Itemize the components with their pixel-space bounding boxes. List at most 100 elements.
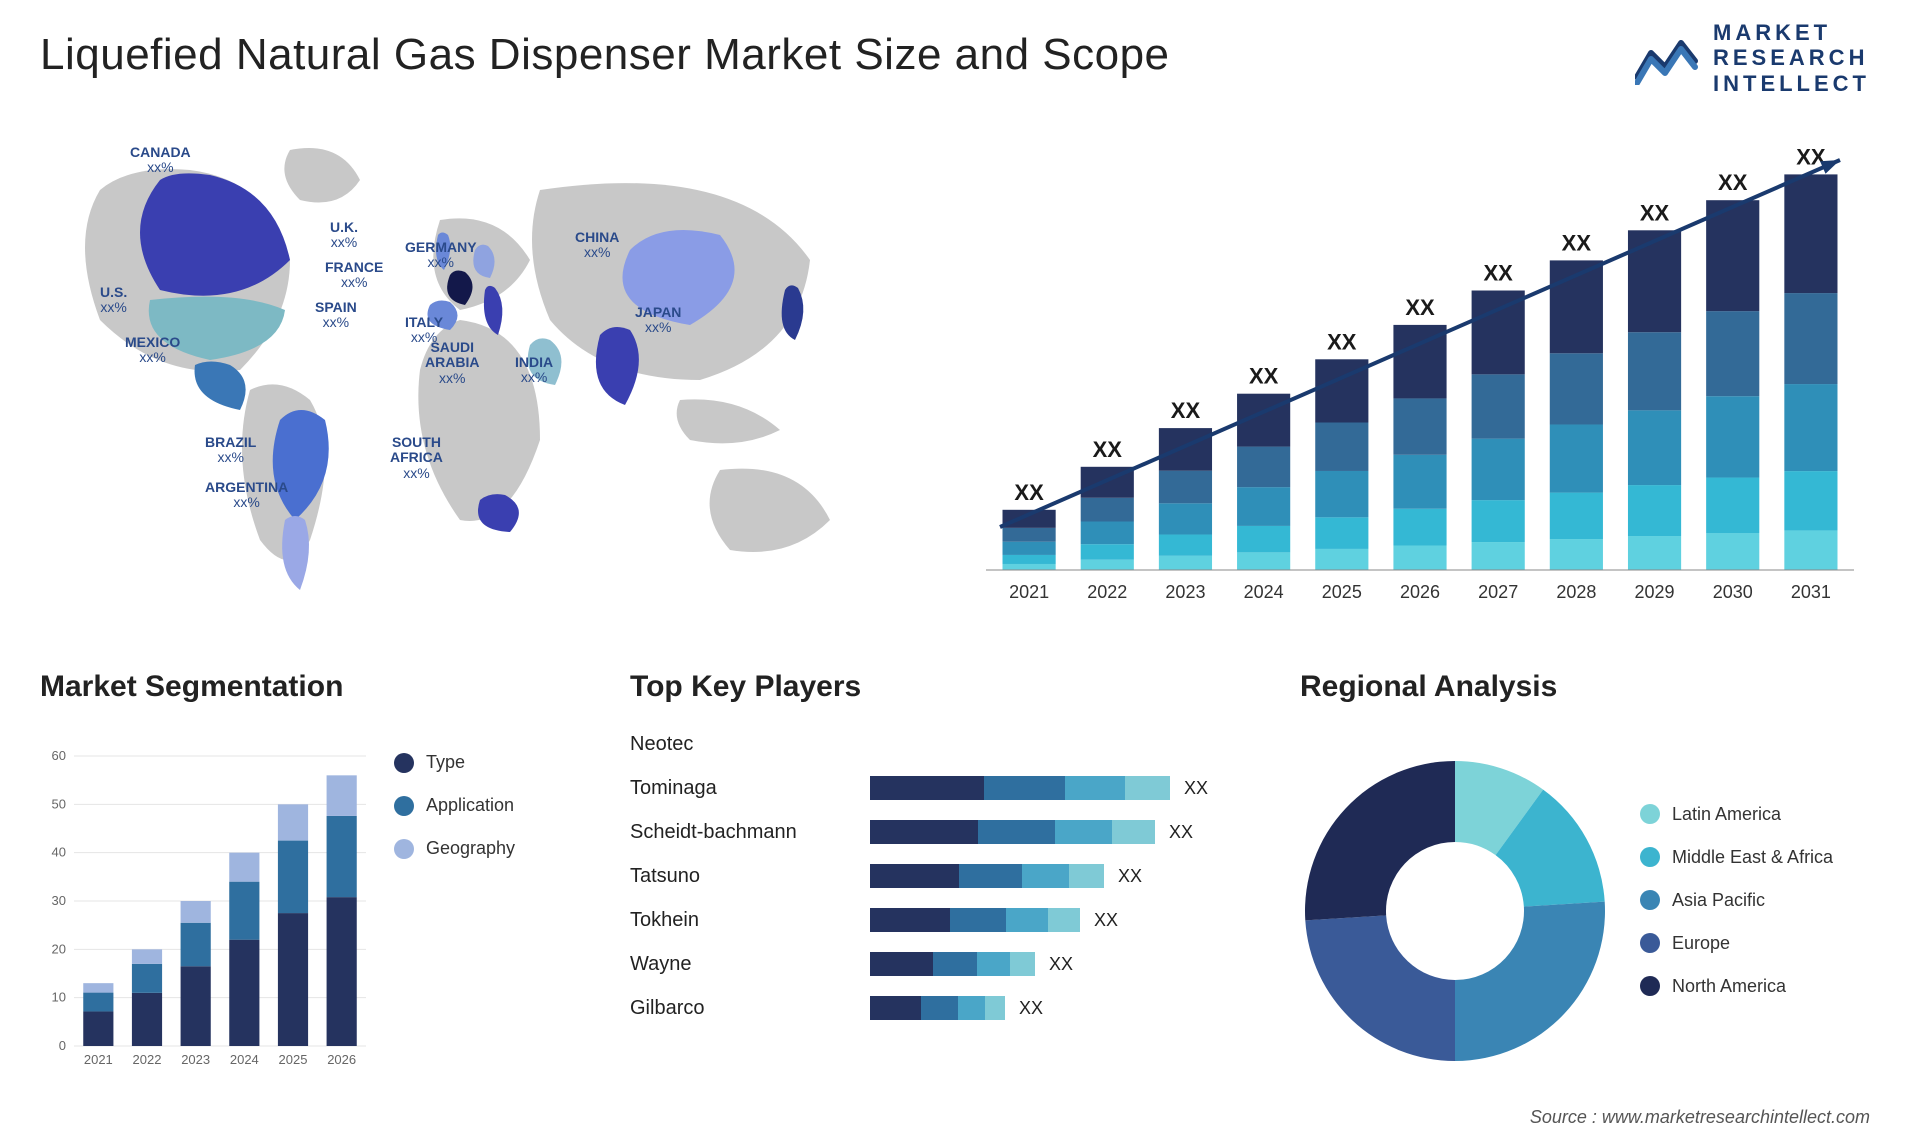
key-player-name: Scheidt-bachmann — [630, 810, 850, 854]
key-player-row: XX — [870, 942, 1270, 986]
map-country-label: CANADAxx% — [130, 145, 191, 176]
world-map-panel: CANADAxx%U.S.xx%MEXICOxx%BRAZILxx%ARGENT… — [40, 110, 920, 630]
map-country-label: U.K.xx% — [330, 220, 358, 251]
key-player-bar — [870, 820, 1155, 844]
key-player-bar — [870, 776, 1170, 800]
segmentation-title: Market Segmentation — [40, 670, 600, 704]
brand-logo: MARKET RESEARCH INTELLECT — [1635, 20, 1870, 96]
svg-text:XX: XX — [1327, 329, 1357, 354]
svg-text:2023: 2023 — [1165, 582, 1205, 602]
svg-text:XX: XX — [1640, 200, 1670, 225]
regional-donut — [1300, 756, 1610, 1066]
key-player-row: XX — [870, 854, 1270, 898]
key-player-name: Tokhein — [630, 898, 850, 942]
legend-label: North America — [1672, 976, 1786, 997]
legend-swatch — [1640, 976, 1660, 996]
svg-text:XX: XX — [1718, 170, 1748, 195]
legend-label: Latin America — [1672, 804, 1781, 825]
regional-panel: Regional Analysis Latin America Middle Ea… — [1300, 670, 1880, 1100]
legend-swatch — [1640, 847, 1660, 867]
legend-swatch — [1640, 804, 1660, 824]
svg-text:2030: 2030 — [1713, 582, 1753, 602]
key-player-value: XX — [1118, 866, 1142, 887]
segmentation-chart: 0102030405060202120222023202420252026 — [40, 722, 370, 1100]
map-country-label: SOUTHAFRICAxx% — [390, 435, 443, 481]
svg-text:XX: XX — [1093, 437, 1123, 462]
svg-text:20: 20 — [52, 941, 66, 956]
legend-label: Middle East & Africa — [1672, 847, 1833, 868]
forecast-chart-panel: XXXXXXXXXXXXXXXXXXXXXX 20212022202320242… — [960, 110, 1880, 630]
svg-text:2026: 2026 — [327, 1052, 356, 1067]
key-player-value: XX — [1019, 998, 1043, 1019]
svg-text:XX: XX — [1249, 364, 1279, 389]
key-players-title: Top Key Players — [630, 670, 1270, 704]
svg-text:2028: 2028 — [1556, 582, 1596, 602]
svg-text:40: 40 — [52, 845, 66, 860]
key-player-name: Tatsuno — [630, 854, 850, 898]
key-player-bar — [870, 864, 1104, 888]
map-country-label: FRANCExx% — [325, 260, 383, 291]
key-player-name: Neotec — [630, 722, 850, 766]
regional-legend-item: Latin America — [1640, 804, 1880, 825]
key-player-row: XX — [870, 986, 1270, 1030]
key-player-bar — [870, 996, 1005, 1020]
regional-legend: Latin America Middle East & Africa Asia Pa… — [1640, 804, 1880, 1019]
key-players-panel: Top Key Players NeotecTominagaScheidt-ba… — [630, 670, 1270, 1100]
key-player-bar — [870, 908, 1080, 932]
forecast-chart: XXXXXXXXXXXXXXXXXXXXXX 20212022202320242… — [960, 110, 1880, 630]
legend-label: Type — [426, 752, 465, 773]
svg-text:30: 30 — [52, 893, 66, 908]
segmentation-legend-item: Type — [394, 752, 515, 773]
segmentation-legend-item: Application — [394, 795, 515, 816]
segmentation-panel: Market Segmentation 01020304050602021202… — [40, 670, 600, 1100]
svg-text:2022: 2022 — [1087, 582, 1127, 602]
source-attribution: Source : www.marketresearchintellect.com — [1530, 1107, 1870, 1128]
map-country-label: GERMANYxx% — [405, 240, 477, 271]
svg-text:2021: 2021 — [84, 1052, 113, 1067]
legend-swatch — [1640, 890, 1660, 910]
svg-text:2027: 2027 — [1478, 582, 1518, 602]
svg-text:2025: 2025 — [279, 1052, 308, 1067]
svg-text:XX: XX — [1014, 480, 1044, 505]
key-player-value: XX — [1094, 910, 1118, 931]
svg-text:2024: 2024 — [230, 1052, 259, 1067]
legend-swatch — [394, 839, 414, 859]
svg-text:XX: XX — [1171, 398, 1201, 423]
regional-legend-item: Asia Pacific — [1640, 890, 1880, 911]
world-map — [40, 110, 920, 630]
regional-legend-item: Middle East & Africa — [1640, 847, 1880, 868]
svg-text:2031: 2031 — [1791, 582, 1831, 602]
key-player-value: XX — [1184, 778, 1208, 799]
regional-title: Regional Analysis — [1300, 670, 1880, 704]
svg-text:2026: 2026 — [1400, 582, 1440, 602]
map-country-label: MEXICOxx% — [125, 335, 180, 366]
svg-text:10: 10 — [52, 990, 66, 1005]
key-player-bar — [870, 952, 1035, 976]
key-player-value: XX — [1049, 954, 1073, 975]
svg-text:50: 50 — [52, 796, 66, 811]
legend-swatch — [394, 753, 414, 773]
legend-label: Asia Pacific — [1672, 890, 1765, 911]
legend-label: Geography — [426, 838, 515, 859]
regional-legend-item: Europe — [1640, 933, 1880, 954]
page-title: Liquefied Natural Gas Dispenser Market S… — [40, 30, 1880, 80]
legend-swatch — [1640, 933, 1660, 953]
key-players-names: NeotecTominagaScheidt-bachmannTatsunoTok… — [630, 722, 850, 1100]
logo-mark-icon — [1635, 31, 1699, 85]
segmentation-legend: Type Application Geography — [394, 722, 515, 1100]
svg-text:XX: XX — [1562, 230, 1592, 255]
key-player-row: XX — [870, 810, 1270, 854]
segmentation-legend-item: Geography — [394, 838, 515, 859]
key-player-row: XX — [870, 898, 1270, 942]
key-player-row — [870, 722, 1270, 766]
map-country-label: CHINAxx% — [575, 230, 619, 261]
map-country-label: ARGENTINAxx% — [205, 480, 288, 511]
svg-text:2023: 2023 — [181, 1052, 210, 1067]
map-country-label: SAUDIARABIAxx% — [425, 340, 479, 386]
svg-text:XX: XX — [1405, 295, 1435, 320]
svg-text:2025: 2025 — [1322, 582, 1362, 602]
svg-text:2021: 2021 — [1009, 582, 1049, 602]
map-country-label: INDIAxx% — [515, 355, 553, 386]
map-country-label: SPAINxx% — [315, 300, 357, 331]
legend-label: Application — [426, 795, 514, 816]
